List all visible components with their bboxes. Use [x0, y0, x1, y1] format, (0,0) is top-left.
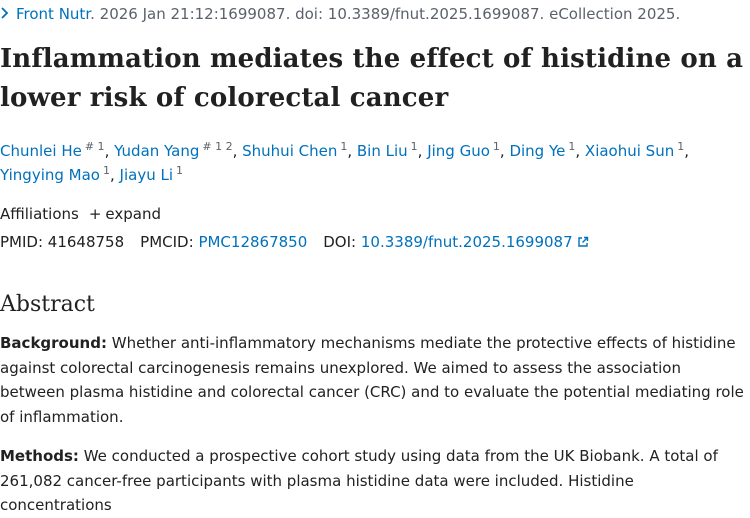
methods-label: Methods:	[0, 447, 79, 465]
author-affiliation-marker[interactable]: 1	[176, 164, 183, 177]
journal-link[interactable]: Front Nutr	[16, 5, 91, 23]
chevron-right-icon[interactable]	[0, 3, 11, 25]
article-title: Inflammation mediates the effect of hist…	[0, 44, 744, 113]
affiliations-label: Affiliations	[0, 205, 79, 223]
author-affiliation-marker[interactable]: # 1	[84, 140, 105, 153]
author-item: Bin Liu 1,	[356, 140, 428, 160]
author-item: Shuhui Chen 1,	[242, 140, 357, 160]
affiliations-expand-button[interactable]: expand	[105, 205, 162, 223]
author-link[interactable]: Yudan Yang	[114, 142, 200, 160]
pmcid-link[interactable]: PMC12867850	[198, 233, 308, 251]
author-affiliation-marker[interactable]: # 1 2	[202, 140, 233, 153]
pmid-value: 41648758	[47, 233, 125, 251]
author-link[interactable]: Jing Guo	[427, 142, 490, 160]
author-link[interactable]: Shuhui Chen	[242, 142, 338, 160]
author-affiliation-marker[interactable]: 1	[492, 140, 500, 153]
citation-line: Front Nutr. 2026 Jan 21:12:1699087. doi:…	[0, 3, 680, 25]
author-link[interactable]: Yingying Mao	[0, 166, 100, 184]
author-item: Chunlei He # 1,	[0, 140, 115, 160]
author-list: Chunlei He # 1, Yudan Yang # 1 2, Shuhui C…	[0, 139, 750, 187]
abstract-background: Background: Whether anti-inflammatory me…	[0, 331, 745, 429]
author-item: Xiaohui Sun 1,	[584, 140, 689, 160]
pmcid-label: PMCID:	[140, 233, 194, 251]
author-affiliation-marker[interactable]: 1	[340, 140, 348, 153]
article-page: Front Nutr. 2026 Jan 21:12:1699087. doi:…	[0, 3, 750, 514]
abstract-methods: Methods: We conducted a prospective coho…	[0, 444, 745, 518]
author-item: Ding Ye 1,	[509, 140, 585, 160]
external-link-icon[interactable]	[577, 232, 589, 254]
author-link[interactable]: Xiaohui Sun	[584, 142, 675, 160]
author-link[interactable]: Chunlei He	[0, 142, 82, 160]
author-affiliation-marker[interactable]: 1	[677, 140, 685, 153]
abstract-heading: Abstract	[0, 292, 95, 317]
citation-details: . 2026 Jan 21:12:1699087. doi: 10.3389/f…	[90, 5, 681, 23]
author-link[interactable]: Bin Liu	[356, 142, 408, 160]
author-link[interactable]: Ding Ye	[509, 142, 566, 160]
author-item: Jing Guo 1,	[427, 140, 510, 160]
methods-text: We conducted a prospective cohort study …	[0, 447, 718, 514]
background-label: Background:	[0, 334, 107, 352]
plus-icon[interactable]: +	[88, 205, 102, 223]
author-item: Yudan Yang # 1 2,	[114, 140, 243, 160]
doi-link[interactable]: 10.3389/fnut.2025.1699087	[360, 233, 573, 251]
identifiers-row: PMID: 41648758 PMCID: PMC12867850 DOI: 10.…	[0, 231, 589, 254]
author-affiliation-marker[interactable]: 1	[410, 140, 418, 153]
pmid-label: PMID:	[0, 233, 44, 251]
author-affiliation-marker[interactable]: 1	[102, 164, 110, 177]
author-item: Jiayu Li 1	[119, 164, 183, 184]
affiliations-row: Affiliations + expand	[0, 203, 161, 225]
author-affiliation-marker[interactable]: 1	[568, 140, 576, 153]
author-item: Yingying Mao 1,	[0, 164, 120, 184]
author-link[interactable]: Jiayu Li	[119, 166, 173, 184]
doi-label: DOI:	[323, 233, 357, 251]
background-text: Whether anti-inflammatory mechanisms med…	[0, 334, 744, 426]
